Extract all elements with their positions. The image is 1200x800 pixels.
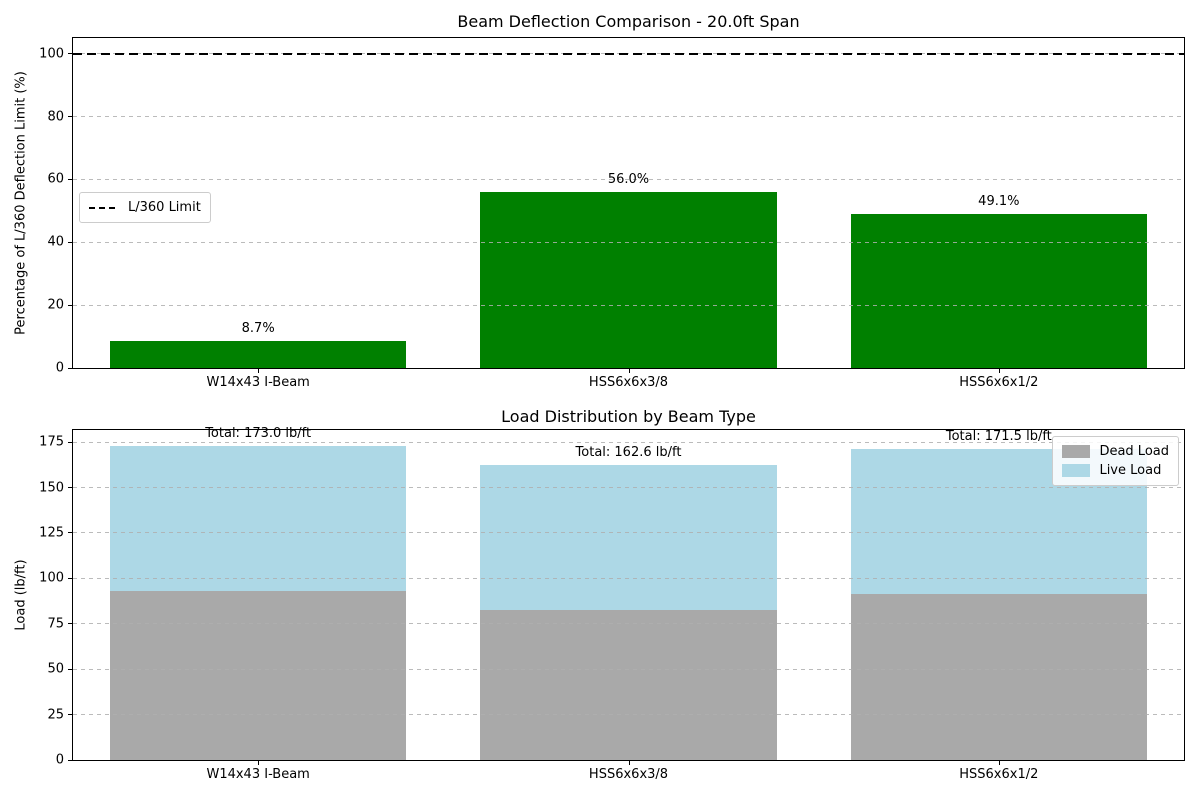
loads-chart-title: Load Distribution by Beam Type bbox=[501, 407, 756, 426]
x-tick-mark bbox=[258, 761, 260, 765]
y-tick-mark bbox=[68, 668, 72, 670]
deflection-bar-hss6x6x3-8 bbox=[480, 192, 777, 368]
y-tick-label: 175 bbox=[39, 434, 64, 450]
total-label: Total: 171.5 lb/ft bbox=[945, 428, 1052, 444]
loads-bar-dead-load bbox=[850, 593, 1147, 760]
x-tick-mark bbox=[628, 761, 630, 765]
gridline bbox=[73, 178, 1184, 180]
loads-bar-dead-load bbox=[110, 591, 407, 760]
loads-plot-area: 0 25 50 75 100 125 150 175 W14x43 I-Beam Total: 1… bbox=[39, 426, 1184, 782]
y-tick-mark bbox=[68, 759, 72, 761]
gridline bbox=[73, 668, 1184, 670]
loads-bar-live-load bbox=[110, 445, 407, 592]
y-tick-label: 25 bbox=[47, 707, 64, 723]
legend-row: Dead Load bbox=[1062, 442, 1169, 461]
total-label: Total: 162.6 lb/ft bbox=[575, 444, 682, 460]
x-category-label: W14x43 I-Beam bbox=[206, 375, 310, 390]
gridline bbox=[73, 441, 1184, 443]
y-tick-mark bbox=[68, 53, 72, 55]
bar-value-label: 8.7% bbox=[241, 320, 275, 336]
loads-chart: Load (lb/ft) 0 25 50 75 100 125 150 175 W14x43 I… bbox=[14, 426, 1185, 782]
x-tick-mark bbox=[258, 369, 260, 373]
gridline bbox=[73, 304, 1184, 306]
y-tick-label: 60 bbox=[47, 171, 64, 187]
y-tick-mark bbox=[68, 116, 72, 118]
x-category-label: HSS6x6x3/8 bbox=[588, 375, 669, 390]
y-tick-mark bbox=[68, 487, 72, 489]
x-category-label: W14x43 I-Beam bbox=[206, 767, 310, 782]
y-tick-label: 20 bbox=[47, 297, 64, 313]
y-tick-label: 125 bbox=[39, 525, 64, 541]
y-tick-mark bbox=[68, 577, 72, 579]
limit-line bbox=[73, 52, 1184, 55]
y-tick-label: 100 bbox=[39, 570, 64, 586]
legend-label-dead-load: Dead Load bbox=[1099, 444, 1169, 459]
y-tick-mark bbox=[68, 623, 72, 625]
bar-value-label: 56.0% bbox=[607, 172, 650, 187]
y-tick-mark bbox=[68, 714, 72, 716]
x-category-label: HSS6x6x1/2 bbox=[959, 767, 1039, 782]
deflection-bar-w14x43-i-beam bbox=[110, 340, 407, 368]
x-tick-mark bbox=[628, 369, 630, 373]
legend-label-live-load: Live Load bbox=[1099, 463, 1162, 478]
y-tick-mark bbox=[68, 304, 72, 306]
y-tick-label: 150 bbox=[39, 480, 64, 496]
y-tick-label: 80 bbox=[47, 109, 64, 125]
x-category-label: HSS6x6x3/8 bbox=[588, 767, 669, 782]
gridline bbox=[73, 623, 1184, 625]
deflection-bar-hss6x6x1-2 bbox=[850, 213, 1147, 368]
dashed-line-swatch bbox=[89, 206, 119, 209]
legend-row: L/360 Limit bbox=[89, 198, 201, 217]
loads-y-axis-label: Load (lb/ft) bbox=[13, 559, 29, 631]
gridline bbox=[73, 714, 1184, 716]
loads-bar-dead-load bbox=[480, 609, 777, 760]
loads-legend: Dead Load Live Load bbox=[1052, 436, 1179, 486]
y-tick-mark bbox=[68, 367, 72, 369]
y-tick-label: 100 bbox=[39, 46, 64, 62]
live-load-swatch bbox=[1062, 464, 1091, 477]
deflection-y-axis-label: Percentage of L/360 Deflection Limit (%) bbox=[13, 71, 29, 335]
x-tick-mark bbox=[998, 369, 1000, 373]
y-tick-label: 75 bbox=[47, 616, 64, 632]
deflection-chart-title: Beam Deflection Comparison - 20.0ft Span bbox=[457, 12, 800, 31]
y-tick-label: 0 bbox=[55, 360, 64, 376]
gridline bbox=[73, 577, 1184, 579]
legend-row: Live Load bbox=[1062, 461, 1169, 480]
loads-bar-live-load bbox=[480, 464, 777, 610]
y-tick-mark bbox=[68, 178, 72, 180]
y-tick-mark bbox=[68, 241, 72, 243]
total-label: Total: 173.0 lb/ft bbox=[205, 425, 312, 441]
y-tick-label: 0 bbox=[55, 752, 64, 768]
deflection-chart: Percentage of L/360 Deflection Limit (%)… bbox=[14, 37, 1185, 390]
bar-value-label: 49.1% bbox=[978, 193, 1020, 209]
x-category-label: HSS6x6x1/2 bbox=[959, 375, 1039, 390]
dead-load-swatch bbox=[1062, 445, 1091, 458]
x-tick-mark bbox=[998, 761, 1000, 765]
gridline bbox=[73, 241, 1184, 243]
gridline bbox=[73, 116, 1184, 118]
gridline bbox=[73, 487, 1184, 489]
y-tick-mark bbox=[68, 532, 72, 534]
gridline bbox=[73, 532, 1184, 534]
y-tick-mark bbox=[68, 441, 72, 443]
deflection-legend: L/360 Limit bbox=[79, 192, 211, 223]
deflection-plot-area: 0 20 40 60 80 100 W14x43 I-Beam 8.7% HSS6x6x3/8 5… bbox=[39, 38, 1184, 390]
y-tick-label: 50 bbox=[47, 661, 64, 677]
legend-label-l360-limit: L/360 Limit bbox=[128, 200, 201, 215]
y-tick-label: 40 bbox=[47, 234, 64, 250]
